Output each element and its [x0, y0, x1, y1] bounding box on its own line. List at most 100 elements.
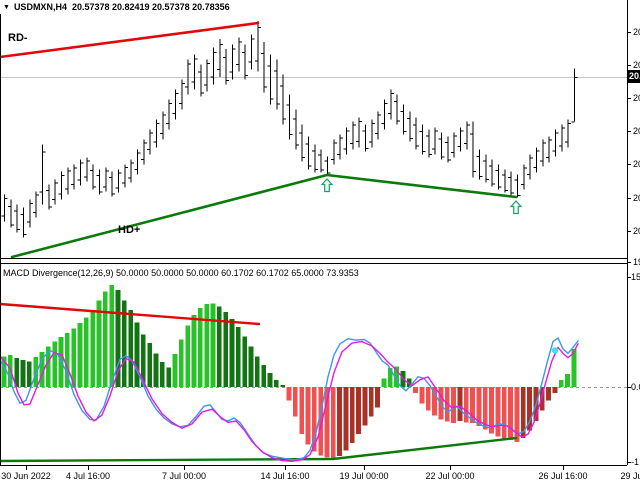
ohlc-bar	[387, 89, 394, 120]
ohlc-bar	[261, 42, 268, 93]
macd-histogram-bar	[381, 378, 387, 388]
ohlc-bar	[539, 139, 546, 167]
ohlc-bar	[64, 167, 71, 195]
ohlc-bar	[223, 49, 230, 85]
ohlc-bar	[337, 134, 344, 160]
macd-upper-divergence-line[interactable]	[0, 302, 261, 326]
macd-histogram-bar	[330, 387, 336, 459]
macd-histogram-bar	[343, 387, 349, 451]
ohlc-bar	[514, 174, 521, 198]
ohlc-bar	[185, 59, 192, 95]
macd-histogram-bar	[368, 387, 374, 417]
ohlc-bar	[470, 121, 477, 178]
support-trendline[interactable]	[10, 173, 518, 259]
ohlc-bar	[286, 94, 293, 140]
ohlc-bar	[394, 94, 401, 125]
indicator-axis-label: 0.0	[631, 382, 640, 392]
chart-symbol-timeframe: USDMXN,H4	[13, 2, 67, 12]
macd-histogram-bar	[565, 373, 570, 388]
macd-histogram-bar	[191, 315, 197, 388]
macd-histogram-bar	[387, 368, 393, 388]
ohlc-bar	[571, 68, 578, 123]
macd-histogram-bar	[109, 285, 115, 388]
macd-histogram-bar	[299, 387, 305, 435]
ohlc-bar	[248, 34, 255, 70]
ohlc-bar	[90, 164, 97, 190]
macd-histogram-bar	[229, 318, 235, 388]
ohlc-bar	[58, 171, 65, 200]
ohlc-bar	[324, 156, 331, 175]
macd-histogram-bar	[514, 387, 520, 443]
macd-histogram-bar	[375, 387, 380, 408]
price-axis-label: 20	[633, 126, 640, 136]
ohlc-bar	[413, 117, 420, 150]
ohlc-bar	[318, 149, 325, 173]
ohlc-bar	[210, 47, 217, 85]
price-axis-label: 20	[633, 27, 640, 37]
macd-histogram-bar	[463, 387, 469, 423]
ohlc-bar	[7, 199, 14, 228]
macd-histogram-bar	[71, 328, 77, 388]
macd-histogram-bar	[147, 343, 153, 388]
macd-histogram-bar	[362, 387, 368, 426]
macd-histogram-bar	[470, 387, 475, 424]
macd-histogram-bar	[185, 325, 191, 388]
macd-histogram-bar	[558, 379, 564, 388]
ohlc-bar	[476, 149, 483, 180]
ohlc-bar	[520, 164, 527, 190]
ohlc-bar	[349, 121, 356, 150]
macd-histogram-bar	[115, 290, 121, 388]
macd-histogram-bar	[140, 334, 146, 388]
macd-histogram-bar	[210, 303, 216, 388]
symbol-dropdown-icon[interactable]: ▼	[3, 4, 10, 11]
macd-lower-divergence-line[interactable]	[0, 436, 518, 463]
ohlc-bar	[495, 164, 502, 190]
macd-histogram-bar	[159, 362, 165, 388]
regular-divergence-label[interactable]: RD-	[8, 32, 28, 44]
ohlc-bar	[527, 154, 534, 180]
resistance-trendline[interactable]	[0, 21, 260, 59]
macd-line[interactable]	[0, 337, 579, 461]
ohlc-bar	[52, 179, 59, 205]
macd-histogram-bar	[476, 387, 482, 426]
time-axis-label: 4 Jul 16:00	[65, 471, 111, 480]
macd-histogram-bar	[223, 312, 229, 388]
time-axis-label: 19 Jul 00:00	[339, 471, 389, 480]
macd-signal-line[interactable]	[0, 340, 579, 463]
macd-histogram-bar	[204, 304, 210, 388]
current-price-marker: 20.78356	[627, 70, 640, 83]
macd-histogram-bar	[83, 317, 89, 388]
macd-histogram-bar	[495, 387, 501, 437]
time-axis-label: 22 Jul 00:00	[425, 471, 475, 480]
ohlc-bar	[482, 154, 489, 183]
macd-histogram-bar	[451, 387, 456, 424]
ohlc-bar	[330, 139, 337, 165]
ohlc-bar	[292, 109, 299, 150]
ohlc-bar	[191, 54, 198, 90]
ohlc-bar	[254, 21, 261, 72]
price-axis-label: 19	[633, 257, 640, 267]
macd-histogram-bar	[413, 387, 418, 393]
macd-histogram-bar	[280, 384, 286, 388]
ohlc-bar	[565, 119, 572, 148]
macd-histogram-bar	[349, 387, 355, 443]
ohlc-bar	[362, 124, 369, 152]
hidden-divergence-label[interactable]: HD+	[118, 224, 141, 236]
macd-histogram-bar	[52, 341, 58, 388]
macd-histogram-bar	[128, 310, 134, 388]
ohlc-bar	[153, 119, 160, 148]
macd-histogram-bar	[134, 322, 140, 388]
ohlc-bar	[166, 99, 173, 130]
ohlc-bar	[438, 132, 445, 160]
indicator-axis-label: 15	[631, 272, 640, 282]
ohlc-bar	[451, 132, 458, 158]
price-axis-label: 20	[633, 226, 640, 236]
ohlc-bar	[71, 164, 78, 190]
ohlc-bar	[457, 127, 464, 152]
macd-histogram-bar	[33, 357, 39, 388]
macd-histogram-bar	[96, 300, 102, 388]
ohlc-bar	[83, 157, 90, 182]
macd-histogram-bar	[273, 379, 279, 388]
ohlc-bar	[102, 167, 109, 192]
